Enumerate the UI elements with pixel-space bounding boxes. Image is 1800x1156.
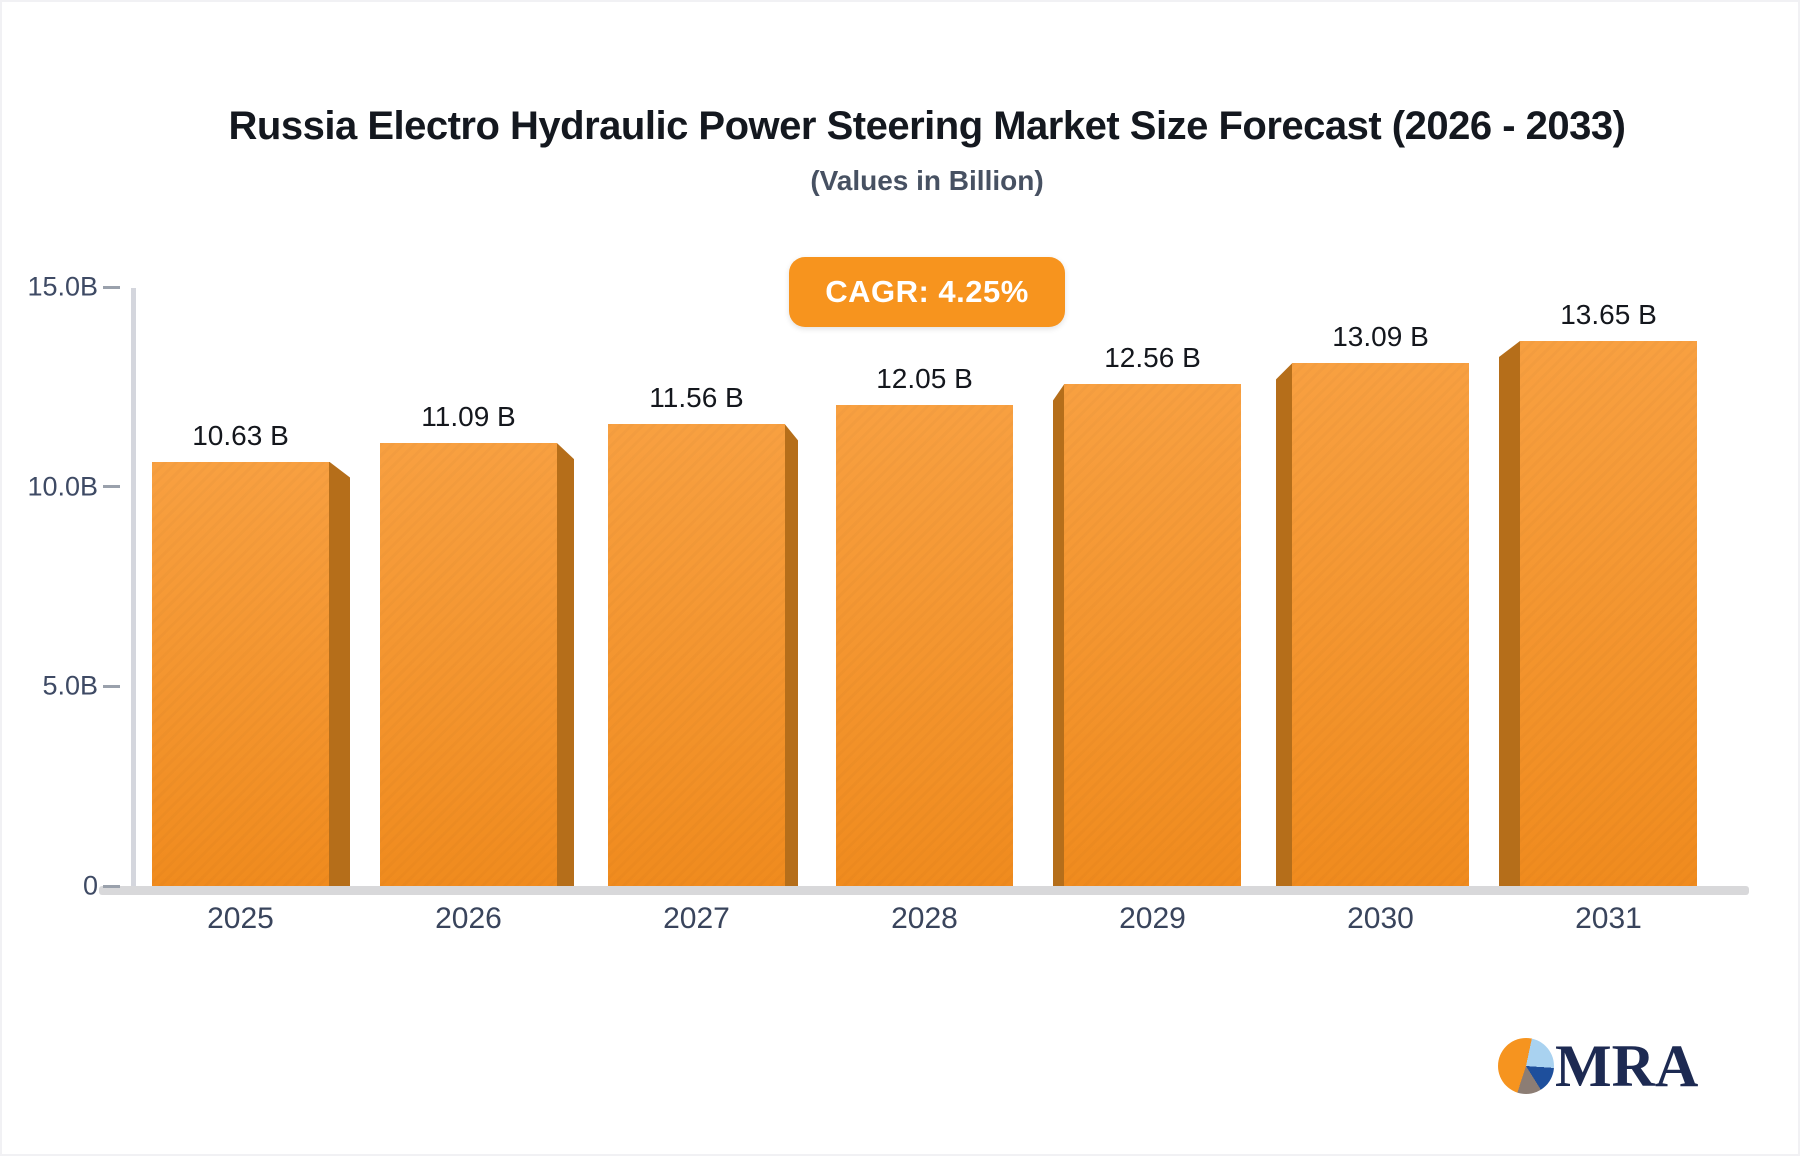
bar-side-face bbox=[1499, 340, 1520, 886]
y-axis-label: 5.0B bbox=[42, 670, 98, 701]
x-axis-label: 2029 bbox=[1119, 902, 1186, 935]
bar-side-face bbox=[785, 424, 798, 886]
x-axis-label: 2030 bbox=[1347, 902, 1414, 935]
y-axis-tick bbox=[103, 884, 120, 888]
y-axis-tick bbox=[103, 285, 120, 289]
y-axis-line bbox=[131, 288, 136, 886]
bar-side-face bbox=[1276, 363, 1292, 886]
pie-chart-logo-icon bbox=[1498, 1038, 1554, 1094]
chart-title: Russia Electro Hydraulic Power Steering … bbox=[228, 104, 1626, 148]
y-axis-label: 0 bbox=[82, 870, 98, 901]
bar-value-label: 11.09 B bbox=[421, 401, 516, 433]
x-axis-label: 2025 bbox=[207, 902, 274, 935]
bar-value-label: 11.56 B bbox=[649, 382, 744, 414]
y-axis-label: 10.0B bbox=[27, 471, 98, 502]
cagr-badge: CAGR: 4.25% bbox=[789, 257, 1065, 327]
bar-side-face bbox=[557, 443, 574, 886]
x-axis-baseline bbox=[99, 886, 1749, 895]
brand-logo: MRA bbox=[1498, 1033, 1699, 1099]
bar-value-label: 13.65 B bbox=[1560, 298, 1657, 330]
bar-value-label: 10.63 B bbox=[192, 419, 289, 451]
y-axis-tick bbox=[103, 684, 120, 688]
y-axis-label: 15.0B bbox=[27, 271, 98, 302]
cagr-badge-label: CAGR: 4.25% bbox=[825, 274, 1029, 309]
bar-2027[interactable] bbox=[608, 424, 785, 886]
x-axis-label: 2028 bbox=[891, 902, 958, 935]
bar-value-label: 12.56 B bbox=[1104, 342, 1201, 374]
y-axis-tick bbox=[103, 485, 120, 489]
bar-side-face bbox=[329, 461, 350, 886]
x-axis-label: 2031 bbox=[1575, 902, 1642, 935]
bar-value-label: 13.09 B bbox=[1332, 321, 1429, 353]
x-axis-label: 2026 bbox=[435, 902, 502, 935]
brand-logo-text: MRA bbox=[1555, 1033, 1699, 1099]
bar-2025[interactable] bbox=[152, 461, 329, 887]
bar-2026[interactable] bbox=[380, 443, 557, 886]
bar-side-face bbox=[1053, 384, 1064, 886]
bar-2031[interactable] bbox=[1520, 340, 1697, 887]
x-axis-label: 2027 bbox=[663, 902, 730, 935]
bar-2030[interactable] bbox=[1292, 363, 1469, 886]
bar-2028[interactable] bbox=[836, 404, 1013, 887]
bar-value-label: 12.05 B bbox=[876, 362, 973, 394]
chart-subtitle: (Values in Billion) bbox=[810, 165, 1044, 196]
bar-2029[interactable] bbox=[1064, 384, 1241, 886]
